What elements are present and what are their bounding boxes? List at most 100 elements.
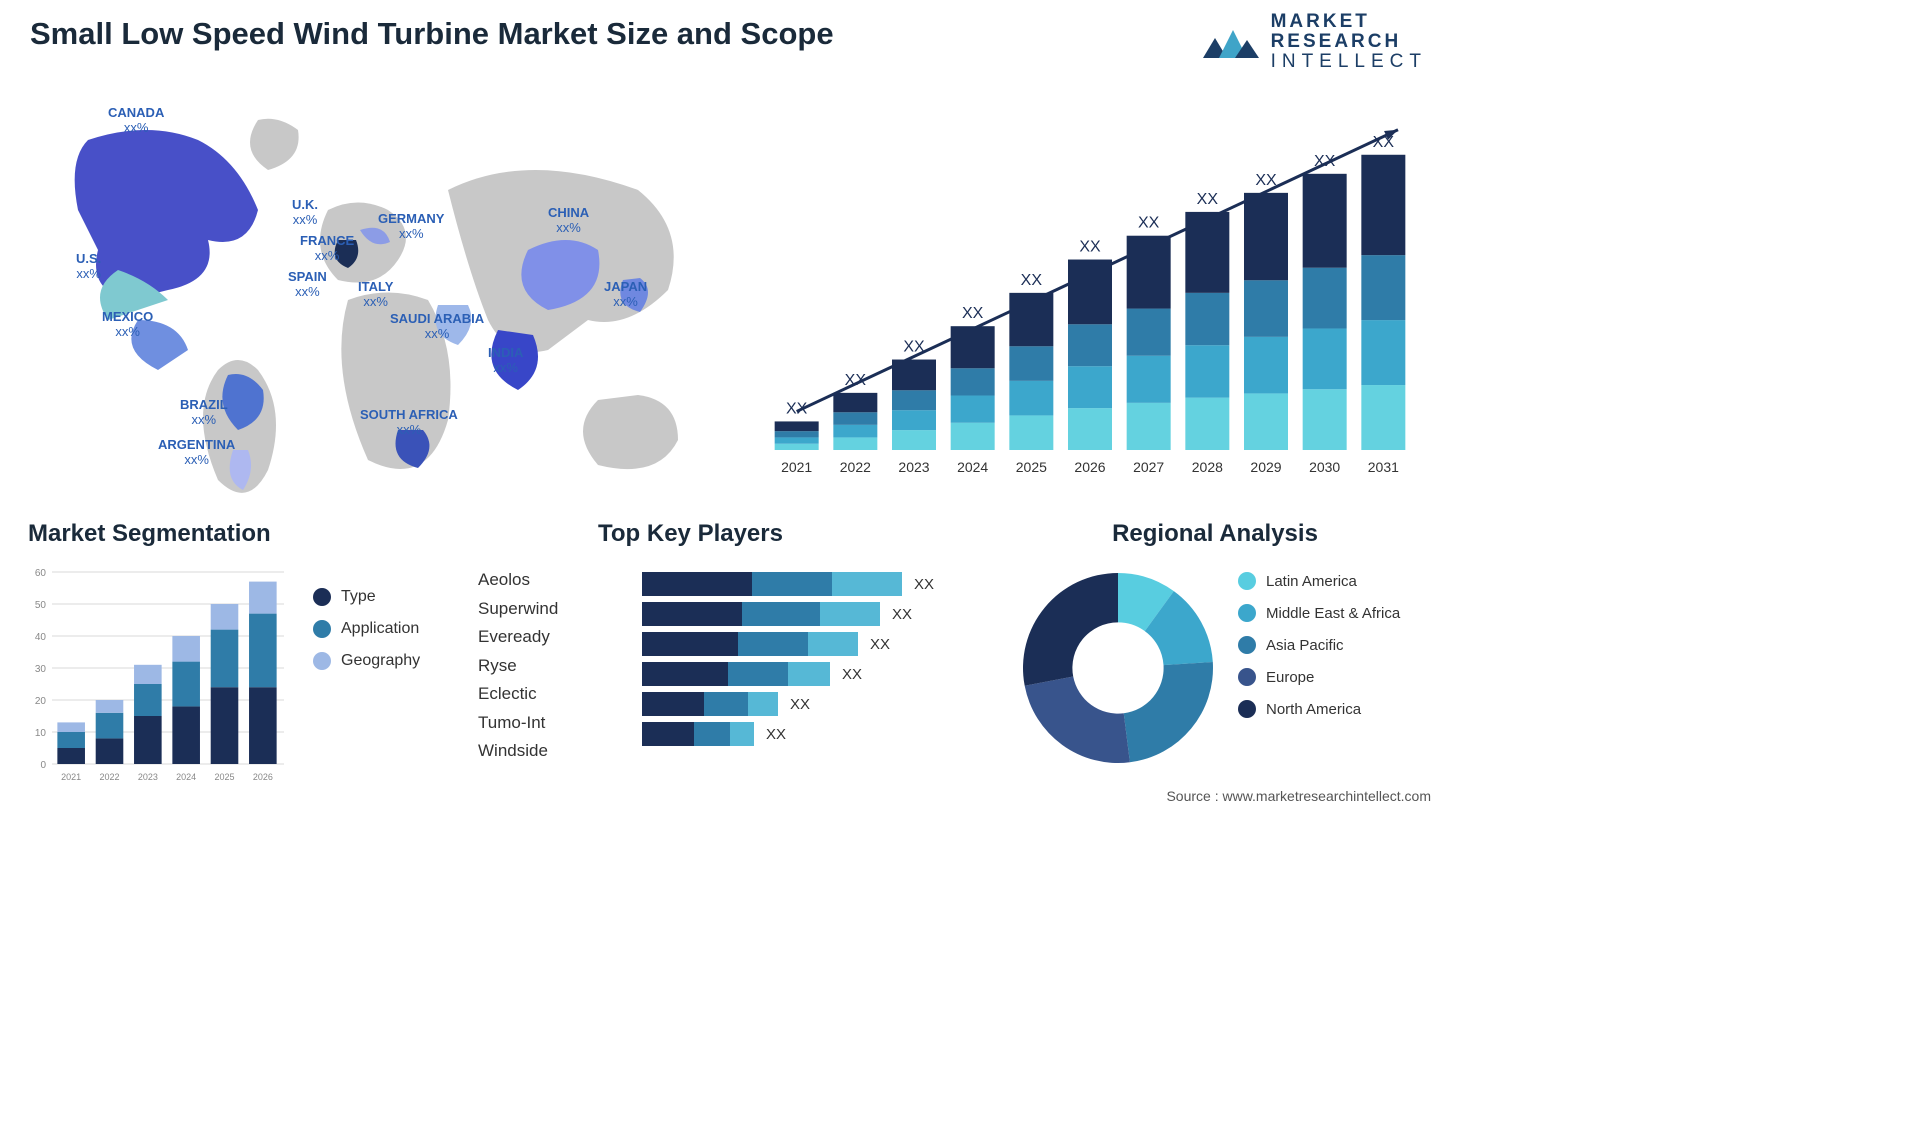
player-name: Ryse bbox=[478, 652, 598, 681]
brand-logo: MARKET RESEARCH INTELLECT bbox=[1201, 12, 1427, 72]
svg-text:2025: 2025 bbox=[214, 772, 234, 782]
svg-text:2023: 2023 bbox=[898, 459, 929, 475]
page-title: Small Low Speed Wind Turbine Market Size… bbox=[30, 16, 834, 52]
player-bar-label: XX bbox=[790, 696, 810, 713]
legend-item: Geography bbox=[313, 652, 420, 670]
player-name: Tumo-Int bbox=[478, 709, 598, 738]
legend-item: Asia Pacific bbox=[1238, 636, 1400, 654]
legend-label: North America bbox=[1266, 701, 1361, 718]
svg-text:XX: XX bbox=[845, 372, 867, 389]
svg-text:2023: 2023 bbox=[138, 772, 158, 782]
player-bar-row: XX bbox=[642, 722, 1002, 746]
player-bar-segment bbox=[704, 692, 748, 716]
legend-swatch bbox=[1238, 700, 1256, 718]
player-name: Windside bbox=[478, 737, 598, 766]
svg-text:XX: XX bbox=[1079, 239, 1101, 256]
players-title: Top Key Players bbox=[598, 520, 1018, 548]
player-name: Superwind bbox=[478, 595, 598, 624]
svg-text:2021: 2021 bbox=[781, 459, 812, 475]
regional-legend: Latin America Middle East & Africa Asia Pa… bbox=[1238, 572, 1400, 732]
map-label: INDIAxx% bbox=[488, 346, 523, 376]
map-label: U.S.xx% bbox=[76, 252, 101, 282]
map-label: SOUTH AFRICAxx% bbox=[360, 408, 458, 438]
player-bar-segment bbox=[728, 662, 788, 686]
svg-text:XX: XX bbox=[962, 305, 984, 322]
legend-swatch bbox=[1238, 668, 1256, 686]
player-names: AeolosSuperwindEvereadyRyseEclecticTumo-… bbox=[478, 566, 598, 766]
legend-swatch bbox=[1238, 636, 1256, 654]
player-bar-segment bbox=[730, 722, 754, 746]
logo-line2: RESEARCH bbox=[1271, 32, 1427, 52]
map-label: MEXICOxx% bbox=[102, 310, 153, 340]
legend-label: Latin America bbox=[1266, 573, 1357, 590]
legend-swatch bbox=[1238, 572, 1256, 590]
svg-text:2026: 2026 bbox=[253, 772, 273, 782]
legend-item: Type bbox=[313, 588, 420, 606]
player-bar-segment bbox=[642, 602, 742, 626]
player-bar-segment bbox=[694, 722, 730, 746]
player-bar-segment bbox=[788, 662, 830, 686]
legend-swatch bbox=[313, 652, 331, 670]
legend-label: Middle East & Africa bbox=[1266, 605, 1400, 622]
player-bar-label: XX bbox=[870, 636, 890, 653]
player-bar-segment bbox=[748, 692, 778, 716]
segmentation-legend: Type Application Geography bbox=[313, 588, 420, 684]
player-bar-segment bbox=[642, 572, 752, 596]
svg-text:XX: XX bbox=[1138, 215, 1160, 232]
logo-text: MARKET RESEARCH INTELLECT bbox=[1271, 12, 1427, 72]
regional-panel: Regional Analysis Latin America Middle Ea… bbox=[1000, 520, 1430, 790]
regional-title: Regional Analysis bbox=[1000, 520, 1430, 548]
player-name: Eveready bbox=[478, 623, 598, 652]
player-bar-segment bbox=[642, 722, 694, 746]
svg-text:XX: XX bbox=[1197, 191, 1219, 208]
map-label: CHINAxx% bbox=[548, 206, 589, 236]
legend-swatch bbox=[313, 620, 331, 638]
svg-text:30: 30 bbox=[35, 664, 47, 675]
svg-text:XX: XX bbox=[903, 339, 925, 356]
regional-donut bbox=[1018, 568, 1218, 768]
legend-swatch bbox=[313, 588, 331, 606]
svg-text:2026: 2026 bbox=[1074, 459, 1105, 475]
svg-text:2021: 2021 bbox=[61, 772, 81, 782]
segmentation-title: Market Segmentation bbox=[28, 520, 558, 548]
svg-text:2024: 2024 bbox=[176, 772, 196, 782]
player-bar-label: XX bbox=[766, 726, 786, 743]
svg-text:20: 20 bbox=[35, 696, 47, 707]
svg-text:2031: 2031 bbox=[1368, 459, 1399, 475]
legend-label: Application bbox=[341, 620, 419, 638]
player-bar-label: XX bbox=[914, 576, 934, 593]
legend-label: Geography bbox=[341, 652, 420, 670]
player-bar-segment bbox=[742, 602, 820, 626]
legend-label: Type bbox=[341, 588, 376, 606]
legend-item: Europe bbox=[1238, 668, 1400, 686]
legend-item: Latin America bbox=[1238, 572, 1400, 590]
logo-line3: INTELLECT bbox=[1271, 52, 1427, 72]
source-attribution: Source : www.marketresearchintellect.com bbox=[1166, 788, 1431, 804]
logo-line1: MARKET bbox=[1271, 12, 1427, 32]
svg-text:XX: XX bbox=[1314, 153, 1336, 170]
player-bar-segment bbox=[642, 632, 738, 656]
player-name: Aeolos bbox=[478, 566, 598, 595]
svg-text:2022: 2022 bbox=[99, 772, 119, 782]
svg-text:2030: 2030 bbox=[1309, 459, 1340, 475]
svg-text:2027: 2027 bbox=[1133, 459, 1164, 475]
player-bar-segment bbox=[820, 602, 880, 626]
legend-item: Middle East & Africa bbox=[1238, 604, 1400, 622]
map-label: SPAINxx% bbox=[288, 270, 327, 300]
legend-label: Europe bbox=[1266, 669, 1314, 686]
player-bar-row: XX bbox=[642, 662, 1002, 686]
player-bar-row: XX bbox=[642, 602, 1002, 626]
svg-text:2024: 2024 bbox=[957, 459, 988, 475]
legend-item: North America bbox=[1238, 700, 1400, 718]
player-bar-segment bbox=[808, 632, 858, 656]
svg-text:XX: XX bbox=[786, 400, 808, 417]
player-bar-row: XX bbox=[642, 572, 1002, 596]
svg-text:2028: 2028 bbox=[1192, 459, 1223, 475]
player-bar-segment bbox=[642, 692, 704, 716]
map-label: JAPANxx% bbox=[604, 280, 647, 310]
map-label: GERMANYxx% bbox=[378, 212, 444, 242]
map-label: ARGENTINAxx% bbox=[158, 438, 235, 468]
player-bars: XXXXXXXXXXXX bbox=[642, 572, 1002, 752]
map-label: FRANCExx% bbox=[300, 234, 354, 264]
svg-text:XX: XX bbox=[1255, 172, 1277, 189]
